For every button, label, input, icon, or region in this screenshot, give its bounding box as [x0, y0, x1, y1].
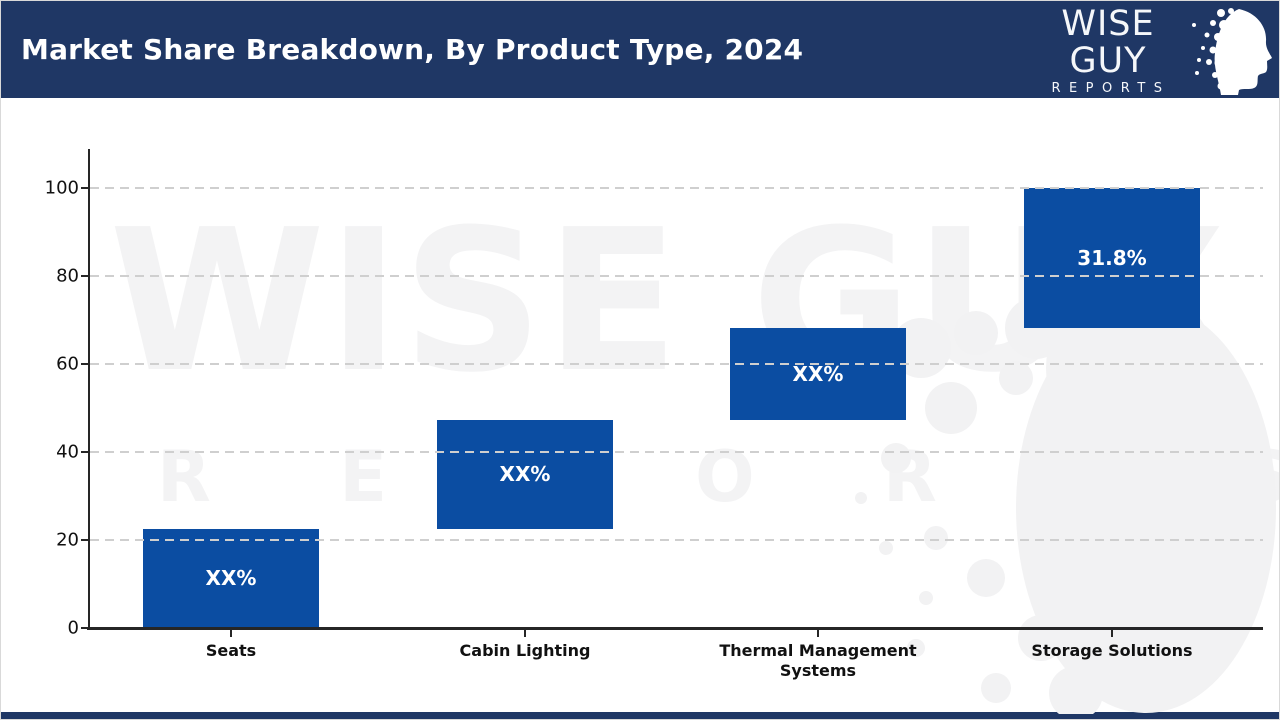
footer-bar — [1, 712, 1279, 719]
logo-face-icon — [1192, 8, 1272, 95]
brand-name: WISE GUY — [1061, 3, 1155, 81]
y-tick-mark-60 — [81, 363, 89, 365]
x-tick-mark — [817, 630, 819, 637]
x-category-label: Storage Solutions — [1031, 641, 1193, 660]
x-category-label: Thermal Management Systems — [719, 641, 917, 680]
x-tick-mark — [524, 630, 526, 637]
bar-seats: XX% — [143, 528, 319, 628]
bar-value-label: XX% — [205, 566, 257, 591]
bar-value-label: XX% — [792, 362, 844, 387]
y-tick-mark-40 — [81, 451, 89, 453]
x-category-label: Seats — [205, 641, 257, 660]
gridline-40 — [90, 451, 1263, 453]
brand-logo: WISE GUY REPORTS — [1011, 3, 1273, 97]
y-tick-label-20: 20 — [56, 529, 79, 551]
gridline-80 — [90, 275, 1263, 277]
y-tick-label-0: 0 — [67, 617, 79, 639]
y-tick-mark-20 — [81, 539, 89, 541]
y-tick-mark-80 — [81, 275, 89, 277]
x-tick-mark — [230, 630, 232, 637]
x-axis-line — [87, 627, 1263, 630]
chart-title: Market Share Breakdown, By Product Type,… — [21, 33, 804, 66]
x-category-label: Cabin Lighting — [459, 641, 591, 660]
gridline-20 — [90, 539, 1263, 541]
brand-tagline: REPORTS — [1051, 81, 1171, 97]
y-tick-mark-0 — [81, 627, 89, 629]
gridline-100 — [90, 187, 1263, 189]
y-tick-label-60: 60 — [56, 353, 79, 375]
bar-thermal-management: XX% — [730, 327, 906, 421]
y-tick-mark-100 — [81, 187, 89, 189]
bar-storage-solutions: 31.8% — [1024, 188, 1200, 328]
y-tick-label-80: 80 — [56, 265, 79, 287]
bar-cabin-lighting: XX% — [437, 420, 613, 529]
header-bar: Market Share Breakdown, By Product Type,… — [1, 1, 1279, 98]
x-tick-mark — [1111, 630, 1113, 637]
gridline-60 — [90, 363, 1263, 365]
y-tick-label-100: 100 — [44, 177, 79, 199]
bar-value-label: 31.8% — [1077, 245, 1147, 270]
brand-logo-text: WISE GUY REPORTS — [1039, 3, 1177, 97]
y-tick-label-40: 40 — [56, 441, 79, 463]
bar-value-label: XX% — [499, 462, 551, 487]
y-axis-line — [88, 149, 90, 629]
